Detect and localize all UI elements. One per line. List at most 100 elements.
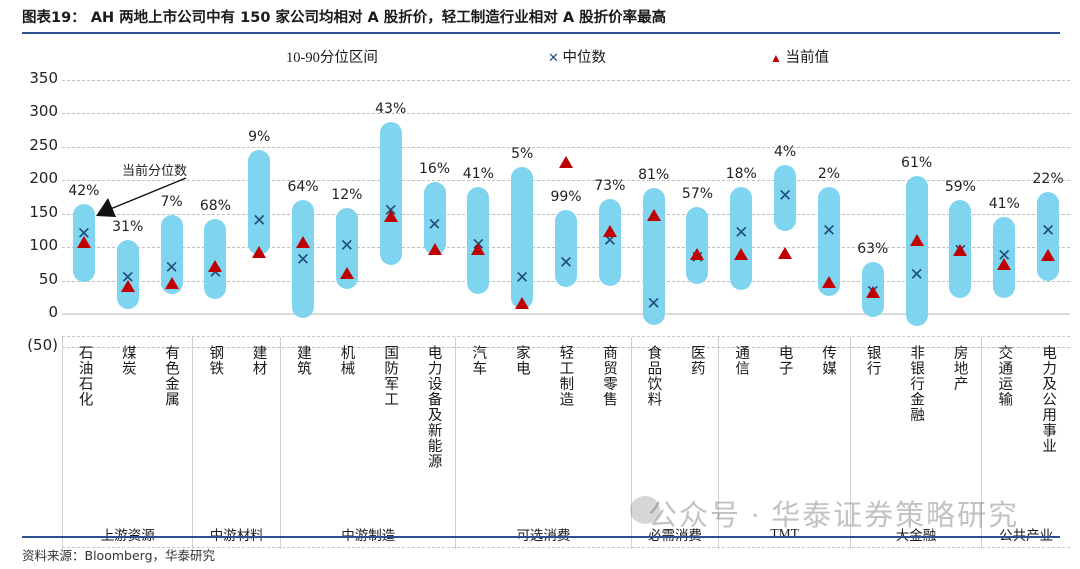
category-label[interactable]: 电力及公用事业 — [1040, 345, 1057, 454]
range-bar[interactable] — [423, 181, 446, 256]
current-value-marker — [865, 285, 880, 298]
current-value-marker — [427, 243, 442, 256]
category-label[interactable]: 通信 — [733, 345, 750, 376]
percentile-label: 16% — [418, 160, 451, 177]
y-axis-tick-label: 50 — [38, 269, 58, 288]
chart-title-bar: 图表19： AH 两地上市公司中有 150 家公司均相对 A 股折价，轻工制造行… — [22, 6, 1062, 34]
range-bar[interactable] — [467, 186, 490, 294]
median-marker: ✕ — [427, 215, 442, 236]
range-bar[interactable] — [248, 150, 271, 256]
current-value-marker — [383, 210, 398, 223]
category-label[interactable]: 汽车 — [470, 345, 487, 376]
percentile-label: 64% — [287, 179, 319, 196]
category-label[interactable]: 煤炭 — [119, 345, 136, 376]
percentile-label: 9% — [248, 129, 271, 146]
category-label[interactable]: 机械 — [338, 345, 355, 376]
category-group: 食品饮料 医药必需消费 — [632, 337, 720, 549]
median-marker: ✕ — [339, 236, 354, 257]
category-group-items: 通信 电子 传媒 — [719, 337, 849, 519]
percentile-label: 5% — [511, 145, 534, 162]
range-bar[interactable] — [511, 166, 534, 309]
percentile-label: 63% — [857, 240, 889, 257]
category-group-label: 公共产业 — [982, 519, 1070, 549]
range-bar[interactable] — [686, 207, 709, 284]
percentile-label: 41% — [988, 196, 1020, 213]
percentile-label: 99% — [550, 189, 582, 206]
category-label[interactable]: 建材 — [250, 345, 267, 376]
percentile-label: 22% — [1032, 171, 1064, 188]
category-label[interactable]: 国防军工 — [382, 345, 399, 407]
category-label[interactable]: 银行 — [864, 345, 881, 376]
range-bar[interactable] — [817, 186, 840, 296]
current-value-marker — [734, 247, 749, 260]
category-group-label: TMT — [770, 526, 799, 541]
percentile-label: 4% — [774, 143, 797, 160]
gridline — [62, 113, 1070, 115]
current-value-marker — [778, 247, 793, 260]
category-group: 石油石化 煤炭 有色金属上游资源 — [62, 337, 194, 549]
category-axis: 石油石化煤炭有色金属上游资源钢铁建材中游材料建筑机械国防军工电力设备及新能源中游… — [62, 336, 1070, 549]
category-label[interactable]: 建筑 — [294, 345, 311, 376]
gridline — [62, 347, 1070, 349]
category-group-label: 中游材料 — [193, 519, 280, 549]
current-value-marker — [252, 245, 267, 258]
range-bar[interactable] — [160, 215, 183, 294]
range-bar[interactable] — [292, 200, 315, 318]
range-bar[interactable] — [204, 219, 227, 300]
median-marker: ✕ — [164, 257, 179, 278]
plot-area: 42% ✕ 31% ✕ 7% ✕ 68% ✕ 9% ✕ 64% ✕ 12% ✕ 43% ✕ 16% ✕ 41% ✕ 5%… — [62, 34, 1070, 334]
range-bar[interactable] — [905, 175, 928, 327]
category-label[interactable]: 非银行金融 — [908, 345, 925, 423]
category-group: 通信 电子 传媒 TMT — [719, 337, 851, 549]
category-label[interactable]: 电力设备及新能源 — [425, 345, 442, 469]
category-group-label: 可选消费 — [456, 519, 630, 549]
current-value-marker — [76, 235, 91, 248]
range-bar[interactable] — [993, 217, 1016, 298]
category-label[interactable]: 商贸零售 — [600, 345, 617, 407]
percentile-label: 61% — [901, 154, 933, 171]
median-marker: ✕ — [909, 264, 924, 285]
category-label[interactable]: 石油石化 — [76, 345, 93, 407]
percentile-label: 12% — [331, 187, 363, 204]
category-group-label: 中游制造 — [281, 519, 455, 549]
current-value-marker — [953, 244, 968, 257]
y-axis-tick-label: 250 — [29, 135, 58, 154]
range-bar[interactable] — [379, 122, 402, 266]
current-value-marker — [690, 247, 705, 260]
category-label[interactable]: 房地产 — [951, 345, 968, 392]
range-bar[interactable] — [774, 164, 797, 232]
range-bar[interactable] — [598, 199, 621, 286]
gridline — [62, 80, 1070, 81]
category-label[interactable]: 食品饮料 — [645, 345, 662, 407]
percentile-label: 68% — [199, 198, 231, 215]
category-label[interactable]: 家电 — [513, 345, 530, 376]
category-label[interactable]: 钢铁 — [207, 345, 224, 376]
category-group-items: 建筑 机械 国防军工 电力设备及新能源 — [281, 337, 455, 519]
category-group-label: 必需消费 — [632, 519, 719, 549]
category-label[interactable]: 有色金属 — [162, 345, 179, 407]
range-bar[interactable] — [642, 188, 665, 325]
category-group-items: 石油石化 煤炭 有色金属 — [63, 337, 192, 519]
current-value-marker — [296, 235, 311, 248]
percentile-label: 31% — [112, 219, 144, 236]
category-label[interactable]: 轻工制造 — [557, 345, 574, 407]
y-axis-tick-label: 0 — [48, 303, 58, 321]
current-value-marker — [339, 267, 354, 280]
percentile-label: 57% — [681, 186, 714, 203]
range-bar[interactable] — [555, 210, 577, 288]
percentile-label: 7% — [160, 194, 183, 211]
current-value-marker — [1041, 249, 1056, 262]
category-group: 交通运输 电力及公用事业公共产业 — [982, 337, 1070, 549]
category-label[interactable]: 交通运输 — [996, 345, 1013, 407]
annotation-label: 当前分位数 — [122, 163, 188, 178]
category-label[interactable]: 传媒 — [820, 345, 837, 376]
current-value-marker — [471, 243, 486, 256]
current-value-marker — [208, 259, 223, 272]
category-label[interactable]: 医药 — [688, 345, 705, 376]
category-label[interactable]: 电子 — [776, 345, 793, 376]
median-marker: ✕ — [558, 252, 574, 273]
range-bar[interactable] — [730, 186, 753, 290]
current-value-marker — [602, 225, 617, 238]
median-marker: ✕ — [1040, 220, 1056, 241]
